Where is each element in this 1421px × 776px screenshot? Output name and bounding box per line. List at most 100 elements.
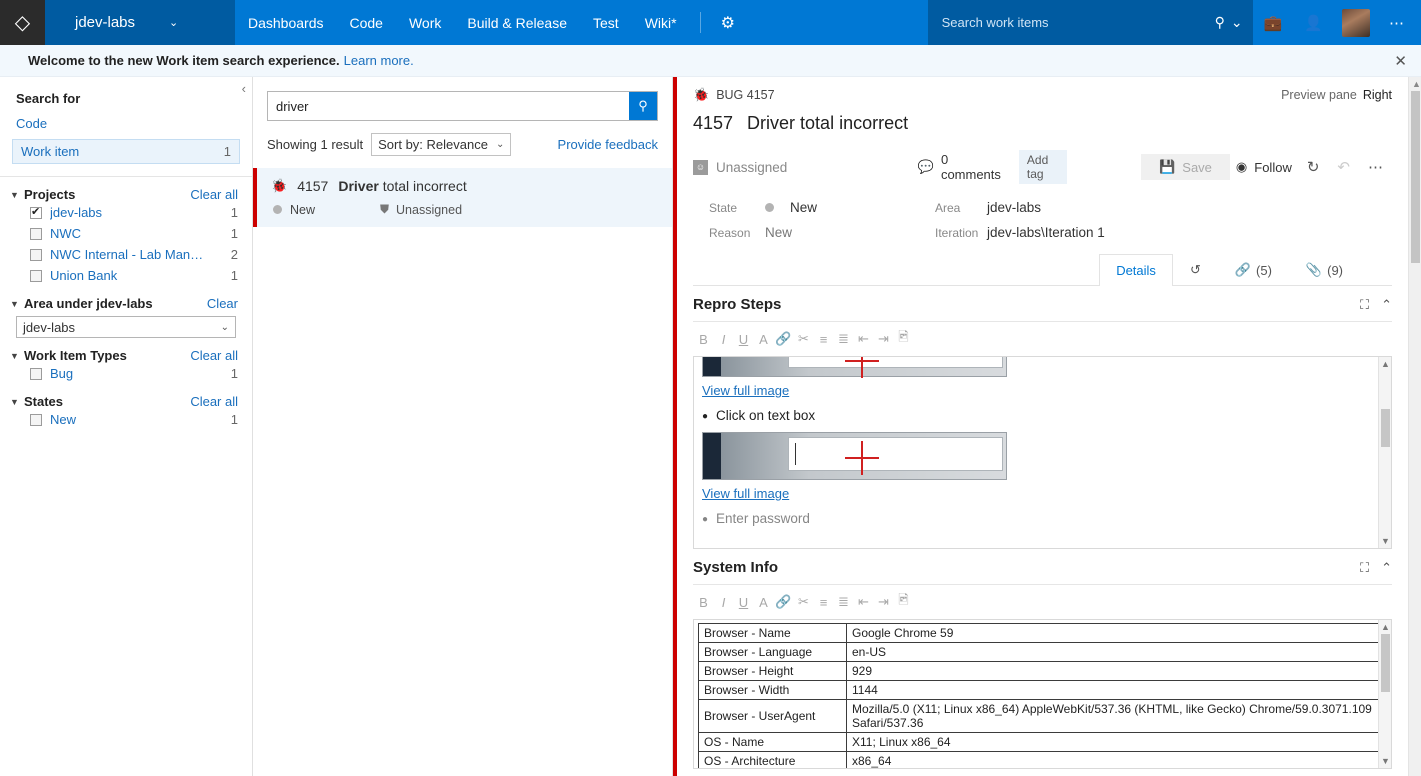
collapse-sidebar-icon[interactable]: ‹ bbox=[241, 81, 246, 96]
more-options-icon[interactable]: ⋯ bbox=[1368, 159, 1383, 176]
italic-icon[interactable]: I bbox=[721, 594, 726, 610]
bulleted-list-icon[interactable]: ≡ bbox=[819, 331, 828, 347]
triangle-down-icon[interactable]: ▼ bbox=[10, 189, 19, 200]
preview-pane-control[interactable]: Preview pane Right bbox=[1281, 88, 1392, 102]
italic-icon[interactable]: I bbox=[721, 331, 726, 347]
filter-row-project-union-bank[interactable]: Union Bank 1 bbox=[0, 265, 252, 286]
checkbox-project-union-bank[interactable] bbox=[30, 269, 42, 282]
refresh-icon[interactable]: ↻ bbox=[1306, 159, 1320, 176]
triangle-down-icon[interactable]: ▼ bbox=[10, 298, 19, 309]
repro-steps-scrollbar[interactable]: ▲ ▼ bbox=[1378, 357, 1391, 548]
chevron-down-icon[interactable]: ⌄ bbox=[1230, 14, 1243, 30]
underline-icon[interactable]: U bbox=[738, 594, 749, 610]
link-icon[interactable]: 🔗 bbox=[775, 331, 792, 346]
bold-icon[interactable]: B bbox=[699, 594, 708, 610]
view-full-image-link-1[interactable]: View full image bbox=[702, 383, 790, 398]
outdent-icon[interactable]: ⇤ bbox=[858, 594, 869, 609]
triangle-down-icon[interactable]: ▼ bbox=[10, 350, 19, 361]
checkbox-project-nwc-internal[interactable] bbox=[30, 248, 42, 261]
iteration-value[interactable]: jdev-labs\Iteration 1 bbox=[987, 225, 1105, 240]
avatar[interactable] bbox=[1342, 8, 1370, 37]
close-icon[interactable]: ✕ bbox=[1394, 52, 1407, 70]
filter-group-work-item-types-header[interactable]: ▼ Work Item Types Clear all bbox=[0, 348, 252, 363]
search-button[interactable]: ⚲ bbox=[629, 92, 657, 120]
filter-group-area-header[interactable]: ▼ Area under jdev-labs Clear bbox=[0, 296, 252, 311]
scroll-up-arrow-icon[interactable]: ▲ bbox=[1381, 622, 1390, 632]
more-options-icon[interactable]: ⋯ bbox=[1389, 14, 1404, 32]
reason-value[interactable]: New bbox=[765, 225, 793, 240]
repro-steps-editor[interactable]: View full image ● Click on text box View… bbox=[693, 356, 1392, 549]
invite-user-icon[interactable]: 👤 bbox=[1304, 14, 1323, 32]
scrollbar-thumb[interactable] bbox=[1411, 91, 1420, 263]
checkbox-state-new[interactable] bbox=[30, 413, 42, 426]
search-scope-code[interactable]: Code bbox=[16, 116, 48, 131]
indent-icon[interactable]: ⇥ bbox=[878, 594, 889, 609]
checkbox-type-bug[interactable] bbox=[30, 367, 42, 380]
numbered-list-icon[interactable]: ≣ bbox=[838, 594, 849, 609]
scroll-up-arrow-icon[interactable]: ▲ bbox=[1381, 359, 1390, 369]
filter-group-projects-header[interactable]: ▼ Projects Clear all bbox=[0, 187, 252, 202]
tab-links[interactable]: 🔗 (5) bbox=[1218, 254, 1289, 285]
triangle-down-icon[interactable]: ▼ bbox=[10, 396, 19, 407]
search-input-wrapper[interactable]: ⚲ bbox=[267, 91, 658, 121]
filter-group-states-header[interactable]: ▼ States Clear all bbox=[0, 394, 252, 409]
marketplace-icon[interactable]: 💼 bbox=[1263, 14, 1283, 32]
area-value[interactable]: jdev-labs bbox=[987, 200, 1042, 215]
clear-all-work-item-types[interactable]: Clear all bbox=[190, 348, 238, 363]
collapse-chevron-icon[interactable]: ⌃ bbox=[1381, 559, 1392, 575]
unlink-icon[interactable]: ✂ bbox=[798, 594, 809, 609]
scrollbar-thumb[interactable] bbox=[1381, 634, 1390, 692]
nav-item-test[interactable]: Test bbox=[593, 14, 619, 31]
clear-all-states[interactable]: Clear all bbox=[190, 394, 238, 409]
nav-item-wiki[interactable]: Wiki* bbox=[644, 14, 677, 31]
screenshot-image-1[interactable] bbox=[702, 357, 1007, 378]
system-info-scrollbar[interactable]: ▲ ▼ bbox=[1378, 620, 1391, 768]
insert-image-icon[interactable]: 🖻 bbox=[898, 329, 909, 344]
scroll-up-arrow-icon[interactable]: ▲ bbox=[1412, 79, 1421, 89]
filter-row-project-jdev-labs[interactable]: jdev-labs 1 bbox=[0, 202, 252, 223]
gear-icon[interactable]: ⚙ bbox=[720, 14, 735, 32]
search-scope-work-item[interactable]: Work item 1 bbox=[12, 139, 240, 164]
nav-item-dashboards[interactable]: Dashboards bbox=[248, 14, 324, 31]
clear-format-icon[interactable]: A bbox=[759, 331, 768, 347]
filter-row-type-bug[interactable]: Bug 1 bbox=[0, 363, 252, 384]
underline-icon[interactable]: U bbox=[738, 331, 749, 347]
work-item-title[interactable]: Driver total incorrect bbox=[747, 113, 909, 133]
indent-icon[interactable]: ⇥ bbox=[878, 331, 889, 346]
area-dropdown[interactable]: jdev-labs ⌄ bbox=[16, 316, 236, 338]
checkbox-project-nwc[interactable] bbox=[30, 227, 42, 240]
assignee-field[interactable]: ☺ Unassigned bbox=[693, 159, 787, 175]
global-search-box[interactable]: Search work items ⚲ ⌄ bbox=[927, 0, 1253, 45]
tab-history[interactable]: ↺ bbox=[1173, 254, 1218, 285]
numbered-list-icon[interactable]: ≣ bbox=[838, 331, 849, 346]
banner-learn-more-link[interactable]: Learn more. bbox=[343, 53, 414, 68]
nav-item-build-release[interactable]: Build & Release bbox=[467, 14, 568, 31]
filter-row-project-nwc-internal[interactable]: NWC Internal - Lab Man… 2 bbox=[0, 244, 252, 265]
tab-details[interactable]: Details bbox=[1099, 254, 1173, 286]
filter-row-project-nwc[interactable]: NWC 1 bbox=[0, 223, 252, 244]
state-value[interactable]: New bbox=[765, 200, 935, 215]
scroll-down-arrow-icon[interactable]: ▼ bbox=[1381, 536, 1390, 546]
search-input[interactable] bbox=[268, 92, 629, 120]
clear-format-icon[interactable]: A bbox=[759, 594, 768, 610]
nav-item-work[interactable]: Work bbox=[408, 14, 442, 31]
add-tag-button[interactable]: Add tag bbox=[1018, 150, 1068, 184]
link-icon[interactable]: 🔗 bbox=[775, 594, 792, 609]
scrollbar-thumb[interactable] bbox=[1381, 409, 1390, 447]
expand-icon[interactable]: ⛶ bbox=[1359, 296, 1370, 312]
bulleted-list-icon[interactable]: ≡ bbox=[819, 594, 828, 610]
checkbox-project-jdev-labs[interactable] bbox=[30, 205, 42, 219]
collapse-chevron-icon[interactable]: ⌃ bbox=[1381, 296, 1392, 312]
system-info-editor[interactable]: Browser - Name Google Chrome 59 Browser … bbox=[693, 619, 1392, 769]
azure-devops-logo[interactable]: ◇ bbox=[0, 0, 45, 45]
nav-item-code[interactable]: Code bbox=[349, 14, 383, 31]
search-icon[interactable]: ⚲ bbox=[1214, 14, 1225, 30]
detail-pane-scrollbar[interactable]: ▲ bbox=[1408, 77, 1421, 776]
clear-all-projects[interactable]: Clear all bbox=[190, 187, 238, 202]
unlink-icon[interactable]: ✂ bbox=[798, 331, 809, 346]
result-item-4157[interactable]: 🐞 4157 Driver total incorrect New ⛊ Unas… bbox=[253, 168, 672, 227]
insert-image-icon[interactable]: 🖻 bbox=[898, 592, 909, 607]
comments-button[interactable]: 💬 0 comments bbox=[912, 148, 1007, 186]
tab-attachments[interactable]: 📎 (9) bbox=[1289, 254, 1360, 285]
project-selector[interactable]: jdev-labs ⌄ bbox=[45, 0, 235, 45]
